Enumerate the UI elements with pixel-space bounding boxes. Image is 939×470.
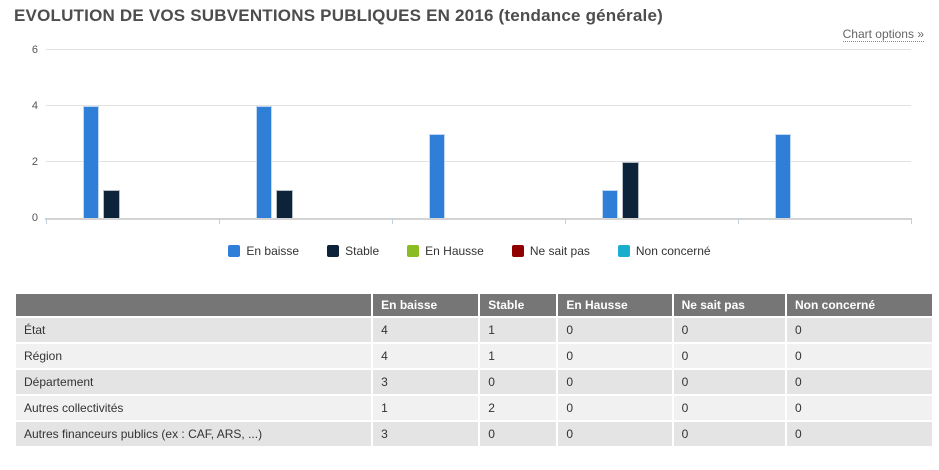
x-axis-tick bbox=[46, 218, 47, 224]
row-label: Région bbox=[16, 344, 372, 368]
legend-label-en-hausse: En Hausse bbox=[425, 244, 484, 258]
bar-en-baisse-autres-collectivites[interactable] bbox=[601, 190, 619, 218]
cell: 0 bbox=[558, 422, 672, 446]
table-row: Autres financeurs publics (ex : CAF, ARS… bbox=[16, 422, 932, 446]
bar-en-baisse-departement[interactable] bbox=[428, 134, 446, 218]
chart-legend: En baisse Stable En Hausse Ne sait pas Non c… bbox=[0, 241, 939, 261]
bar-en-baisse-etat[interactable] bbox=[82, 106, 100, 218]
y-axis-label-6: 6 bbox=[31, 44, 38, 56]
y-axis-label-4: 4 bbox=[31, 100, 38, 112]
x-axis-tick bbox=[911, 218, 912, 224]
cell: 0 bbox=[673, 422, 786, 446]
cell: 0 bbox=[480, 370, 557, 394]
legend-item-en-baisse[interactable]: En baisse bbox=[228, 244, 299, 258]
table-header-stable: Stable bbox=[480, 294, 557, 316]
table-row: Région 4 1 0 0 0 bbox=[16, 344, 932, 368]
cell: 0 bbox=[558, 396, 672, 420]
legend-item-ne-sait-pas[interactable]: Ne sait pas bbox=[511, 244, 590, 258]
results-table: En baisse Stable En Hausse Ne sait pas N… bbox=[14, 292, 934, 448]
chart-plot: 0 2 4 6 bbox=[32, 44, 912, 224]
table-row: Département 3 0 0 0 0 bbox=[16, 370, 932, 394]
y-axis-label-2: 2 bbox=[31, 156, 38, 168]
x-axis-tick bbox=[219, 218, 220, 224]
legend-label-ne-sait-pas: Ne sait pas bbox=[529, 244, 590, 258]
cell: 3 bbox=[373, 422, 479, 446]
cell: 0 bbox=[787, 396, 932, 420]
cell: 3 bbox=[373, 370, 479, 394]
table-header-category bbox=[16, 294, 372, 316]
legend-label-non-concerne: Non concerné bbox=[635, 244, 711, 258]
legend-label-en-baisse: En baisse bbox=[246, 244, 300, 258]
bar-en-baisse-autres-financeurs-publics-ex-caf-ars[interactable] bbox=[774, 134, 792, 218]
legend-swatch-non-concerne-icon bbox=[617, 245, 630, 257]
table-row: État 4 1 0 0 0 bbox=[16, 318, 932, 342]
row-label: Autres collectivités bbox=[16, 396, 372, 420]
table-header-row: En baisse Stable En Hausse Ne sait pas N… bbox=[16, 294, 932, 316]
bar-stable-autres-collectivites[interactable] bbox=[622, 162, 640, 218]
cell: 0 bbox=[787, 318, 932, 342]
cell: 0 bbox=[480, 422, 557, 446]
cell: 4 bbox=[373, 344, 479, 368]
cell: 0 bbox=[558, 344, 672, 368]
page-title: EVOLUTION DE VOS SUBVENTIONS PUBLIQUES E… bbox=[14, 6, 663, 25]
chart-options-link[interactable]: Chart options » bbox=[842, 27, 924, 42]
gridline-y-4 bbox=[46, 105, 911, 106]
row-label: État bbox=[16, 318, 372, 342]
cell: 0 bbox=[787, 370, 932, 394]
cell: 0 bbox=[558, 318, 672, 342]
gridline-y-2 bbox=[46, 161, 911, 162]
cell: 0 bbox=[787, 344, 932, 368]
cell: 0 bbox=[787, 422, 932, 446]
legend-item-en-hausse[interactable]: En Hausse bbox=[407, 244, 484, 258]
x-axis-tick bbox=[565, 218, 566, 224]
legend-swatch-en-hausse-icon bbox=[407, 245, 420, 257]
x-axis-tick bbox=[738, 218, 739, 224]
cell: 0 bbox=[673, 318, 786, 342]
legend-swatch-ne-sait-pas-icon bbox=[511, 245, 524, 257]
table-header-ne-sait-pas: Ne sait pas bbox=[673, 294, 786, 316]
y-axis-label-0: 0 bbox=[31, 212, 38, 224]
table-header-en-hausse: En Hausse bbox=[558, 294, 672, 316]
cell: 0 bbox=[673, 344, 786, 368]
legend-swatch-stable-icon bbox=[327, 245, 340, 257]
chart: 0 2 4 6 En baisse Stable En Hausse Ne sait pas… bbox=[0, 44, 939, 261]
cell: 4 bbox=[373, 318, 479, 342]
bar-stable-region[interactable] bbox=[276, 190, 294, 218]
bar-en-baisse-region[interactable] bbox=[255, 106, 273, 218]
x-axis-line bbox=[45, 218, 912, 220]
cell: 2 bbox=[480, 396, 557, 420]
cell: 0 bbox=[673, 396, 786, 420]
results-table-wrap: En baisse Stable En Hausse Ne sait pas N… bbox=[14, 292, 934, 448]
legend-swatch-en-baisse-icon bbox=[228, 245, 241, 257]
bar-stable-etat[interactable] bbox=[103, 190, 121, 218]
cell: 1 bbox=[480, 344, 557, 368]
cell: 1 bbox=[373, 396, 479, 420]
gridline-y-6 bbox=[46, 49, 911, 50]
legend-label-stable: Stable bbox=[345, 244, 380, 258]
x-axis-tick bbox=[392, 218, 393, 224]
cell: 0 bbox=[558, 370, 672, 394]
cell: 0 bbox=[673, 370, 786, 394]
row-label: Département bbox=[16, 370, 372, 394]
table-row: Autres collectivités 1 2 0 0 0 bbox=[16, 396, 932, 420]
legend-item-stable[interactable]: Stable bbox=[327, 244, 379, 258]
row-label: Autres financeurs publics (ex : CAF, ARS… bbox=[16, 422, 372, 446]
table-header-non-concerne: Non concerné bbox=[787, 294, 932, 316]
table-header-en-baisse: En baisse bbox=[373, 294, 479, 316]
cell: 1 bbox=[480, 318, 557, 342]
legend-item-non-concerne[interactable]: Non concerné bbox=[617, 244, 711, 258]
